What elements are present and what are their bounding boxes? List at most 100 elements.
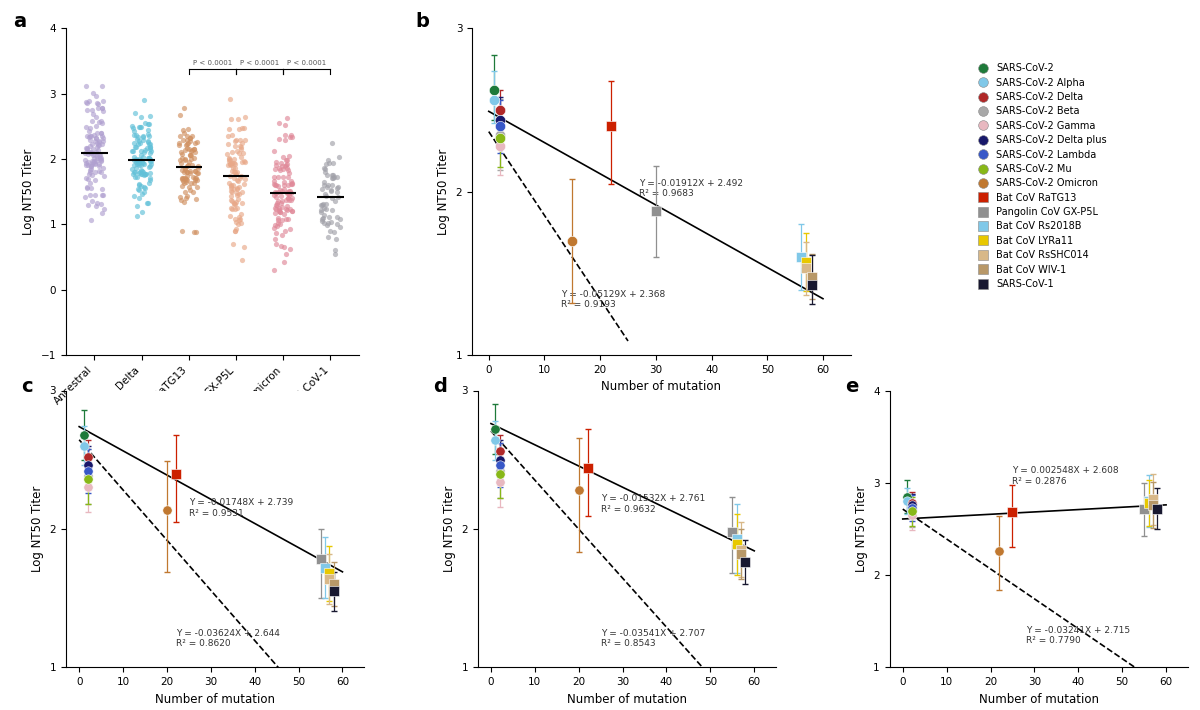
Point: [80, 122, 100, 133]
Point: [180, 143, 199, 155]
Point: [727, 538, 746, 550]
Point: [902, 505, 922, 516]
Point: [178, 160, 197, 171]
Point: [88, 144, 107, 155]
Point: [272, 229, 292, 240]
Point: [316, 166, 335, 178]
Point: [283, 206, 302, 217]
Point: [232, 151, 251, 163]
Point: [280, 185, 299, 197]
Point: [138, 124, 157, 136]
Point: [136, 144, 155, 155]
Point: [86, 200, 106, 211]
Point: [230, 173, 250, 184]
Point: [278, 185, 298, 197]
Point: [92, 102, 112, 113]
Point: [77, 97, 96, 108]
Point: [269, 162, 288, 173]
Point: [82, 182, 101, 193]
Point: [134, 134, 154, 146]
Point: [140, 141, 160, 153]
Point: [266, 159, 286, 170]
X-axis label: Number of mutation: Number of mutation: [979, 693, 1099, 706]
Point: [283, 205, 302, 217]
Point: [323, 137, 342, 148]
Point: [265, 202, 284, 214]
Point: [82, 214, 101, 226]
Point: [228, 166, 247, 178]
Point: [178, 143, 197, 154]
Point: [132, 206, 151, 217]
Point: [125, 172, 144, 183]
Point: [175, 145, 194, 156]
Point: [898, 496, 917, 507]
Point: [126, 166, 145, 178]
Point: [229, 181, 248, 192]
Text: P < 0.0001: P < 0.0001: [193, 60, 232, 66]
Point: [323, 180, 342, 191]
Point: [179, 156, 198, 168]
Point: [126, 162, 145, 173]
Point: [90, 149, 109, 160]
Point: [325, 196, 344, 207]
Point: [265, 234, 284, 245]
Point: [188, 160, 208, 172]
Y-axis label: Log NT50 Titer: Log NT50 Titer: [31, 486, 44, 572]
Point: [139, 119, 158, 130]
Point: [186, 226, 205, 238]
Point: [229, 214, 248, 225]
Point: [78, 159, 97, 170]
Point: [282, 179, 301, 190]
Point: [124, 168, 143, 180]
Point: [132, 165, 151, 176]
Point: [269, 180, 288, 192]
Point: [91, 155, 110, 167]
Point: [223, 163, 242, 174]
Point: [176, 192, 196, 204]
Point: [324, 226, 343, 238]
Point: [91, 152, 110, 163]
Point: [132, 121, 151, 133]
Point: [79, 131, 98, 143]
Point: [313, 198, 332, 209]
Point: [139, 119, 158, 130]
Point: [132, 111, 151, 123]
Point: [94, 189, 113, 200]
Point: [797, 263, 816, 274]
Point: [174, 178, 193, 189]
Point: [281, 204, 300, 215]
Point: [224, 166, 244, 178]
Point: [329, 191, 348, 202]
Point: [77, 121, 96, 133]
Point: [230, 208, 250, 219]
Text: P < 0.0001: P < 0.0001: [287, 60, 326, 66]
Text: e: e: [845, 376, 858, 395]
Point: [272, 185, 292, 197]
Point: [233, 186, 252, 197]
Point: [127, 171, 146, 182]
Point: [86, 121, 106, 132]
Point: [132, 168, 151, 180]
Point: [227, 175, 246, 186]
Point: [83, 150, 102, 161]
Point: [133, 131, 152, 142]
Point: [278, 179, 298, 190]
X-axis label: Number of mutation: Number of mutation: [601, 381, 721, 393]
Point: [126, 156, 145, 168]
Point: [319, 154, 338, 165]
Point: [229, 148, 248, 159]
Point: [78, 471, 97, 482]
Point: [220, 152, 239, 163]
Point: [281, 178, 300, 190]
Point: [230, 213, 250, 224]
Point: [491, 114, 510, 126]
Point: [314, 162, 334, 173]
Point: [138, 197, 157, 209]
Point: [180, 149, 199, 160]
Point: [140, 143, 160, 155]
Point: [312, 200, 331, 211]
Point: [180, 136, 199, 147]
Point: [125, 159, 144, 170]
Point: [322, 216, 341, 227]
Point: [268, 200, 287, 211]
